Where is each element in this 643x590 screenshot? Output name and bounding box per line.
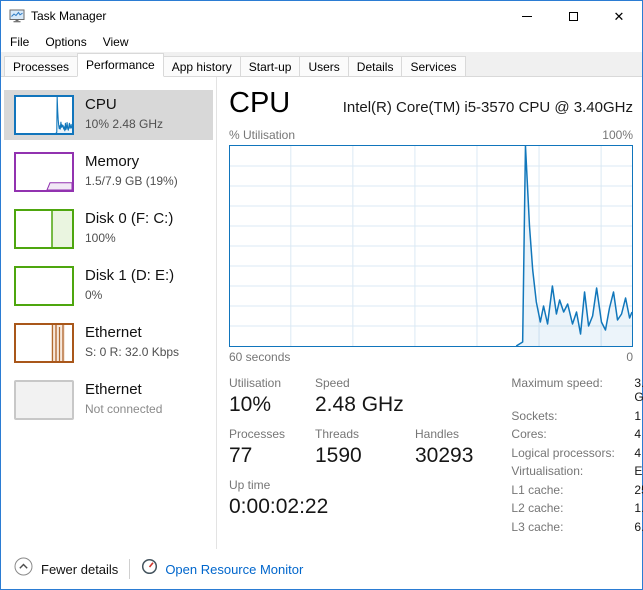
menu-options[interactable]: Options	[45, 34, 87, 49]
stat-label: Cores:	[511, 427, 547, 441]
stat-value-l3-cache: 6.0 MB	[634, 519, 643, 534]
stat-label: Virtualisation:	[511, 464, 584, 478]
sidebar-item-title: Memory	[85, 153, 140, 170]
menu-bar: File Options View	[1, 31, 642, 52]
tab-app-history[interactable]: App history	[162, 56, 241, 76]
maximize-button[interactable]	[550, 1, 596, 31]
disk0-mini-graph	[14, 209, 74, 249]
tab-processes[interactable]: Processes	[4, 56, 79, 76]
fewer-details-button[interactable]: Fewer details	[14, 557, 118, 581]
tab-details[interactable]: Details	[347, 56, 403, 76]
resource-monitor-gauge-icon	[141, 558, 158, 580]
disk1-mini-graph	[14, 266, 74, 306]
stat-value-l2-cache: 1.0 MB	[634, 501, 643, 515]
stat-label: Up time	[229, 478, 271, 492]
ethernet-mini-graph	[14, 323, 74, 363]
menu-view[interactable]: View	[102, 34, 129, 49]
sidebar-item-title: Disk 1 (D: E:)	[85, 267, 175, 284]
sidebar-item-memory[interactable]: Memory 1.5/7.9 GB (19%)	[4, 147, 213, 197]
sidebar-item-subtitle: 10% 2.48 GHz	[85, 117, 164, 131]
footer-bar: Fewer details Open Resource Monitor	[1, 549, 642, 589]
stat-value-handles: 30293	[415, 444, 474, 467]
tab-strip: Processes Performance App history Start-…	[1, 52, 642, 77]
close-button[interactable]: ✕	[596, 1, 642, 31]
content-area: CPU 10% 2.48 GHz Memory 1.5/7.9 GB (19%)	[1, 77, 643, 549]
stat-label: L2 cache:	[511, 501, 564, 515]
stat-label: Handles	[415, 427, 460, 441]
cpu-mini-graph	[14, 95, 74, 135]
stat-value-threads: 1590	[315, 444, 362, 467]
stat-value-max-speed: 3.40 GHz	[634, 376, 643, 404]
stat-value-sockets: 1	[634, 408, 642, 423]
graph-y-axis-label: % Utilisation	[229, 128, 296, 142]
cpu-dynamic-stats: Utilisation Speed 10% 2.48 GHz Processes…	[229, 376, 483, 534]
sidebar-item-subtitle: 100%	[85, 231, 116, 245]
sidebar-item-subtitle: S: 0 R: 32.0 Kbps	[85, 345, 180, 359]
sidebar-item-subtitle: Not connected	[85, 402, 163, 416]
footer-divider	[129, 559, 131, 579]
stat-label: Threads	[315, 427, 360, 441]
sidebar-item-disk1[interactable]: Disk 1 (D: E:) 0%	[4, 261, 213, 311]
sidebar-item-ethernet[interactable]: Ethernet S: 0 R: 32.0 Kbps	[4, 318, 213, 368]
stat-value-uptime: 0:00:02:22	[229, 495, 329, 518]
sidebar-item-cpu[interactable]: CPU 10% 2.48 GHz	[4, 90, 213, 140]
cpu-detail-pane: CPU Intel(R) Core(TM) i5-3570 CPU @ 3.40…	[217, 77, 643, 549]
tab-users[interactable]: Users	[299, 56, 349, 76]
fewer-details-label: Fewer details	[41, 561, 119, 577]
stat-label: Maximum speed:	[511, 376, 603, 390]
sidebar-item-ethernet-disconnected[interactable]: Ethernet Not connected	[4, 375, 213, 425]
minimize-icon	[522, 15, 532, 17]
menu-file[interactable]: File	[10, 34, 30, 49]
graph-y-max-label: 100%	[602, 128, 633, 142]
stat-value-speed: 2.48 GHz	[315, 393, 404, 416]
stat-value-utilisation: 10%	[229, 393, 272, 416]
stat-value-logical-processors: 4	[634, 445, 642, 460]
stat-value-cores: 4	[634, 427, 642, 441]
performance-sidebar: CPU 10% 2.48 GHz Memory 1.5/7.9 GB (19%)	[1, 77, 217, 549]
title-bar: Task Manager ✕	[1, 1, 642, 31]
tab-services[interactable]: Services	[401, 56, 466, 76]
task-manager-icon	[9, 8, 25, 24]
sidebar-item-subtitle: 1.5/7.9 GB (19%)	[85, 174, 178, 188]
stat-label: Speed	[315, 376, 350, 390]
stat-label: Sockets:	[511, 408, 558, 423]
sidebar-item-title: Ethernet	[85, 324, 142, 341]
sidebar-item-title: Ethernet	[85, 381, 142, 398]
sidebar-item-title: CPU	[85, 96, 117, 113]
sidebar-item-subtitle: 0%	[85, 288, 103, 302]
resource-monitor-label: Open Resource Monitor	[165, 561, 304, 577]
stat-label: Processes	[229, 427, 286, 441]
stat-value-l1-cache: 256 KB	[634, 482, 643, 497]
window-title: Task Manager	[31, 9, 107, 23]
stat-label: Logical processors:	[511, 445, 615, 460]
sidebar-item-title: Disk 0 (F: C:)	[85, 210, 174, 227]
cpu-static-stats: Maximum speed: 3.40 GHz Sockets: 1 Cores…	[511, 376, 643, 534]
memory-mini-graph	[14, 152, 74, 192]
minimize-button[interactable]	[504, 1, 550, 31]
ethernet-disabled-mini-graph	[14, 380, 74, 420]
sidebar-item-disk0[interactable]: Disk 0 (F: C:) 100%	[4, 204, 213, 254]
chevron-up-circle-icon	[14, 557, 33, 581]
stat-label: L3 cache:	[511, 519, 564, 534]
open-resource-monitor-link[interactable]: Open Resource Monitor	[141, 558, 303, 580]
stat-label: Utilisation	[229, 376, 282, 390]
stat-label: L1 cache:	[511, 482, 564, 497]
close-icon: ✕	[613, 8, 625, 24]
graph-x-left-label: 60 seconds	[229, 350, 291, 364]
tab-startup[interactable]: Start-up	[239, 56, 301, 76]
stat-value-virtualisation: Enabled	[634, 464, 643, 478]
tab-performance[interactable]: Performance	[77, 53, 164, 77]
cpu-utilisation-graph[interactable]	[229, 145, 633, 347]
graph-x-right-label: 0	[626, 350, 633, 364]
device-title: CPU	[229, 87, 291, 119]
maximize-icon	[568, 11, 578, 21]
stat-value-processes: 77	[229, 444, 253, 467]
device-subtitle: Intel(R) Core(TM) i5-3570 CPU @ 3.40GHz	[342, 99, 633, 116]
